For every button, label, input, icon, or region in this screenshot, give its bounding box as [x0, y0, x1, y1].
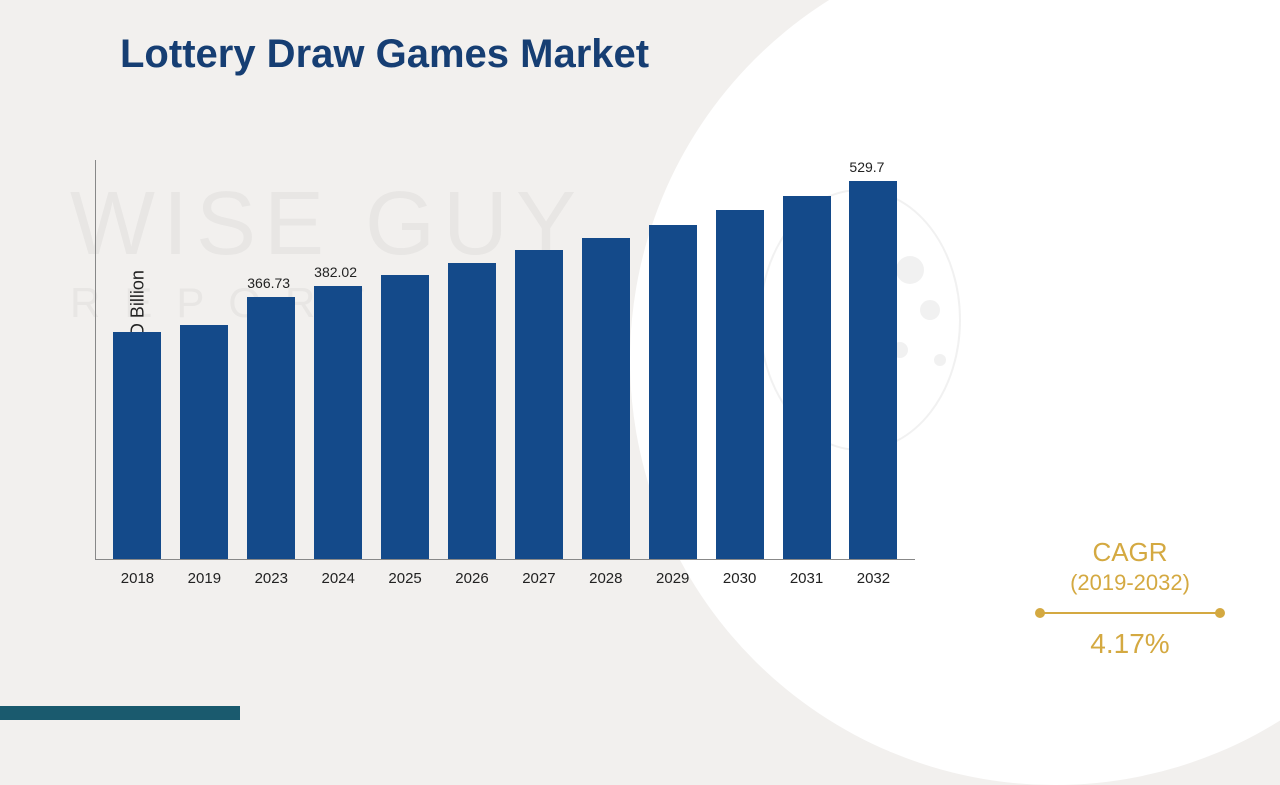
bar-wrap: 2028: [581, 238, 631, 559]
bottom-accent-bar: [0, 706, 240, 720]
x-tick-label: 2027: [522, 570, 555, 587]
x-tick-label: 2031: [790, 570, 823, 587]
bar: [582, 238, 630, 559]
logo-head-icon: [1210, 22, 1268, 92]
cagr-value: 4.17%: [1020, 628, 1240, 660]
bar-wrap: 382.022024: [313, 286, 363, 559]
x-tick-label: 2024: [321, 570, 354, 587]
bar-wrap: 366.732023: [246, 297, 296, 559]
cagr-divider: [1040, 612, 1220, 614]
cagr-title: CAGR: [1020, 537, 1240, 568]
bar: [783, 196, 831, 559]
bar-wrap: 2018: [112, 332, 162, 559]
logo-main: WISE GUY: [1006, 28, 1220, 60]
bar: 382.02: [314, 286, 362, 559]
bar-wrap: 2031: [782, 196, 832, 559]
x-tick-label: 2028: [589, 570, 622, 587]
bar-value-label: 529.7: [849, 159, 884, 175]
bar: [649, 225, 697, 559]
x-tick-label: 2025: [388, 570, 421, 587]
x-tick-label: 2026: [455, 570, 488, 587]
logo: WISE GUY R E P O R T S: [1006, 28, 1220, 74]
bar: [180, 325, 228, 559]
x-tick-label: 2018: [121, 570, 154, 587]
bar: [716, 210, 764, 559]
x-tick-label: 2032: [857, 570, 890, 587]
bars-container: 2018 2019 366.732023 382.022024 2025 2026 2027…: [96, 160, 915, 559]
bar: 529.7: [849, 181, 897, 559]
x-tick-label: 2023: [255, 570, 288, 587]
bar-wrap: 529.72032: [848, 181, 898, 559]
plot-area: 2018 2019 366.732023 382.022024 2025 2026 2027…: [95, 160, 915, 560]
x-tick-label: 2029: [656, 570, 689, 587]
bar: 366.73: [247, 297, 295, 559]
bar-wrap: 2026: [447, 263, 497, 559]
bar: [515, 250, 563, 559]
x-tick-label: 2030: [723, 570, 756, 587]
bar-value-label: 382.02: [314, 264, 357, 280]
bar-wrap: 2027: [514, 250, 564, 559]
logo-sub: R E P O R T S: [1006, 57, 1220, 74]
x-tick-label: 2019: [188, 570, 221, 587]
bar: [448, 263, 496, 559]
cagr-range: (2019-2032): [1020, 570, 1240, 596]
chart-title: Lottery Draw Games Market: [120, 32, 649, 77]
chart-area: Market Value in USD Billion 20182019366.…: [50, 160, 920, 600]
bar-wrap: 2019: [179, 325, 229, 559]
bar-value-label: 366.73: [247, 275, 290, 291]
bar-wrap: 2029: [648, 225, 698, 559]
bar: [113, 332, 161, 559]
cagr-box: CAGR (2019-2032) 4.17%: [1020, 537, 1240, 660]
bar-wrap: 2025: [380, 275, 430, 559]
bar-wrap: 2030: [715, 210, 765, 559]
bar: [381, 275, 429, 559]
